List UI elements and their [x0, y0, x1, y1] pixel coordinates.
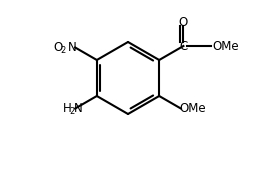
Text: 2: 2 — [69, 107, 75, 116]
Text: C: C — [179, 39, 188, 52]
Text: N: N — [68, 41, 76, 54]
Text: O: O — [179, 16, 188, 29]
Text: N: N — [74, 102, 82, 115]
Text: H: H — [63, 102, 72, 115]
Text: 2: 2 — [61, 46, 66, 55]
Text: O: O — [54, 41, 63, 54]
Text: OMe: OMe — [180, 102, 206, 115]
Text: OMe: OMe — [212, 39, 239, 52]
